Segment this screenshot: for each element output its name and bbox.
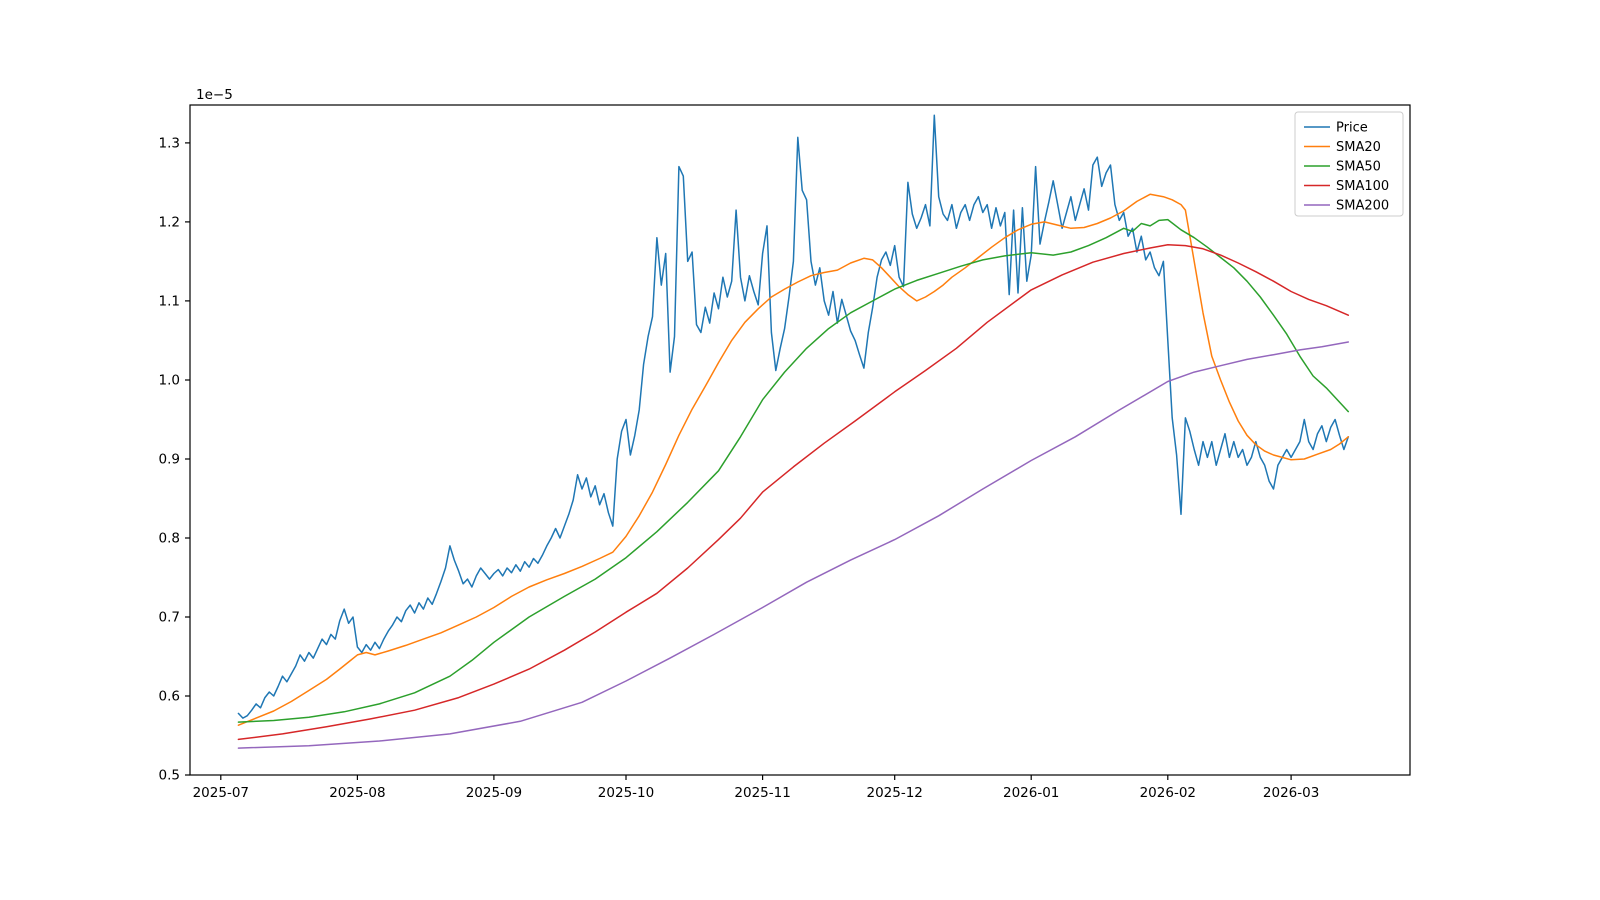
- y-axis-offset-label: 1e−5: [196, 87, 233, 103]
- y-tick-label: 0.5: [159, 768, 180, 784]
- series-line-sma200: [237, 341, 1350, 749]
- series-line-sma20: [237, 193, 1350, 726]
- legend-label-sma100: SMA100: [1336, 179, 1389, 194]
- y-tick-label: 1.1: [159, 293, 180, 309]
- x-tick-label: 2025-08: [329, 785, 385, 801]
- legend-label-sma200: SMA200: [1336, 199, 1389, 214]
- x-tick-label: 2025-11: [734, 785, 790, 801]
- x-tick-label: 2026-02: [1140, 785, 1196, 801]
- series-line-sma100: [237, 244, 1350, 741]
- series-line-sma50: [237, 218, 1350, 723]
- y-tick-label: 1.3: [159, 135, 180, 151]
- series-line-price: [237, 114, 1350, 719]
- x-tick-label: 2025-07: [193, 785, 249, 801]
- y-tick-label: 0.6: [159, 689, 180, 705]
- x-tick-label: 2025-12: [866, 785, 922, 801]
- legend-label-sma50: SMA50: [1336, 160, 1381, 175]
- plot-area: [189, 104, 1411, 776]
- legend-box: [1294, 111, 1404, 217]
- y-tick-label: 0.9: [159, 452, 180, 468]
- x-tick-label: 2026-01: [1003, 785, 1059, 801]
- x-tick-label: 2025-10: [598, 785, 654, 801]
- y-tick-label: 0.8: [159, 531, 180, 547]
- y-tick-label: 1.2: [159, 214, 180, 230]
- x-tick-label: 2026-03: [1263, 785, 1319, 801]
- legend-label-price: Price: [1336, 121, 1368, 136]
- y-tick-label: 1.0: [159, 373, 180, 389]
- legend-label-sma20: SMA20: [1336, 140, 1381, 155]
- x-tick-label: 2025-09: [466, 785, 522, 801]
- y-tick-label: 0.7: [159, 610, 180, 626]
